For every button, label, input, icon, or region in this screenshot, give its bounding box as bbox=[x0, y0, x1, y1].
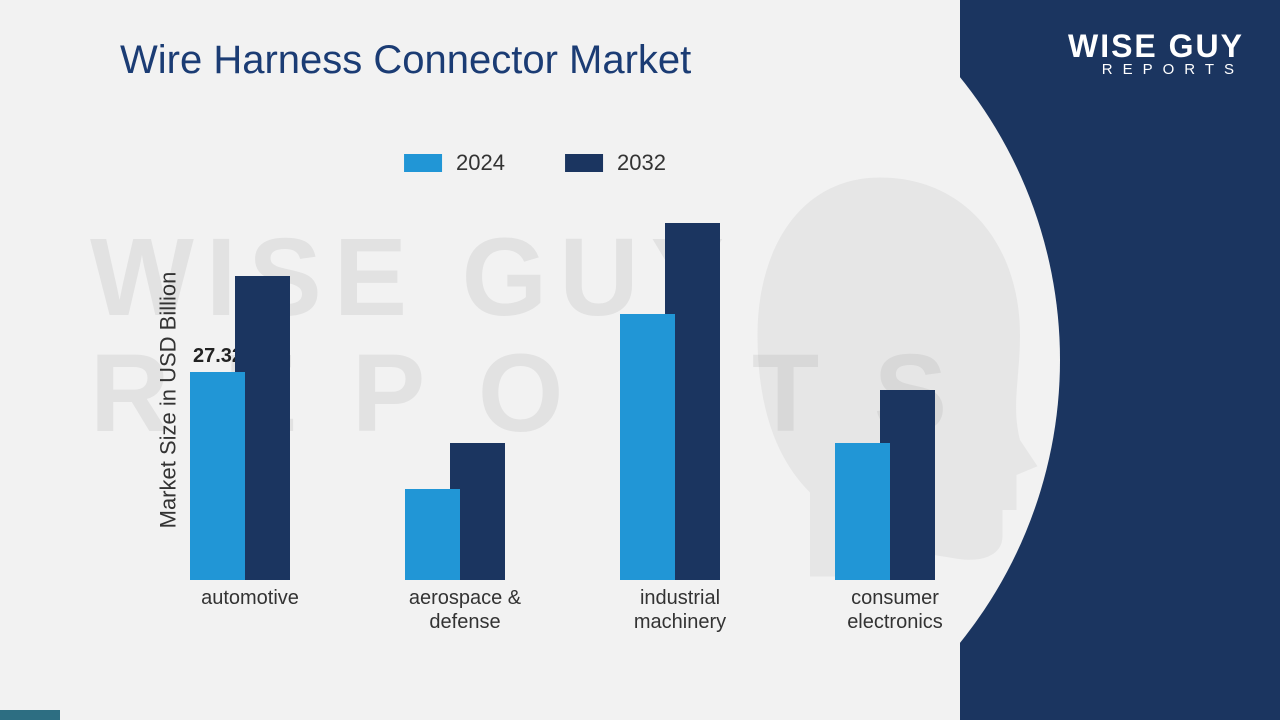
bottom-accent-bar bbox=[0, 710, 60, 720]
bar-c0-s1 bbox=[190, 372, 245, 580]
bar-group-c1: aerospace & defense bbox=[405, 200, 525, 580]
chart-title: Wire Harness Connector Market bbox=[120, 38, 691, 83]
category-label-c0: automotive bbox=[170, 580, 330, 610]
bar-group-c0: 27.32automotive bbox=[190, 200, 310, 580]
chart-plot: 27.32automotive aerospace & defense indust… bbox=[150, 200, 1000, 580]
bar-group-c2: industrial machinery bbox=[620, 200, 740, 580]
chart-legend: 2024 2032 bbox=[404, 150, 666, 176]
chart-area: 2024 2032 Market Size in USD Billion 27.… bbox=[70, 150, 1000, 650]
page-root: WISE GUY R E P O R T S Wire Harness Conn… bbox=[0, 0, 1280, 720]
legend-label-2024: 2024 bbox=[456, 150, 505, 176]
brand-logo: WISE GUY REPORTS bbox=[1068, 28, 1244, 78]
category-label-c3: consumer electronics bbox=[815, 580, 975, 634]
legend-item-2024: 2024 bbox=[404, 150, 505, 176]
legend-swatch-2032 bbox=[565, 154, 603, 172]
legend-label-2032: 2032 bbox=[617, 150, 666, 176]
category-label-c2: industrial machinery bbox=[600, 580, 760, 634]
brand-line-1: WISE GUY bbox=[1068, 28, 1244, 65]
legend-swatch-2024 bbox=[404, 154, 442, 172]
legend-item-2032: 2032 bbox=[565, 150, 666, 176]
category-label-c1: aerospace & defense bbox=[385, 580, 545, 634]
bar-c1-s1 bbox=[405, 489, 460, 580]
bar-c2-s1 bbox=[620, 314, 675, 580]
bar-c3-s1 bbox=[835, 443, 890, 580]
bar-group-c3: consumer electronics bbox=[835, 200, 955, 580]
